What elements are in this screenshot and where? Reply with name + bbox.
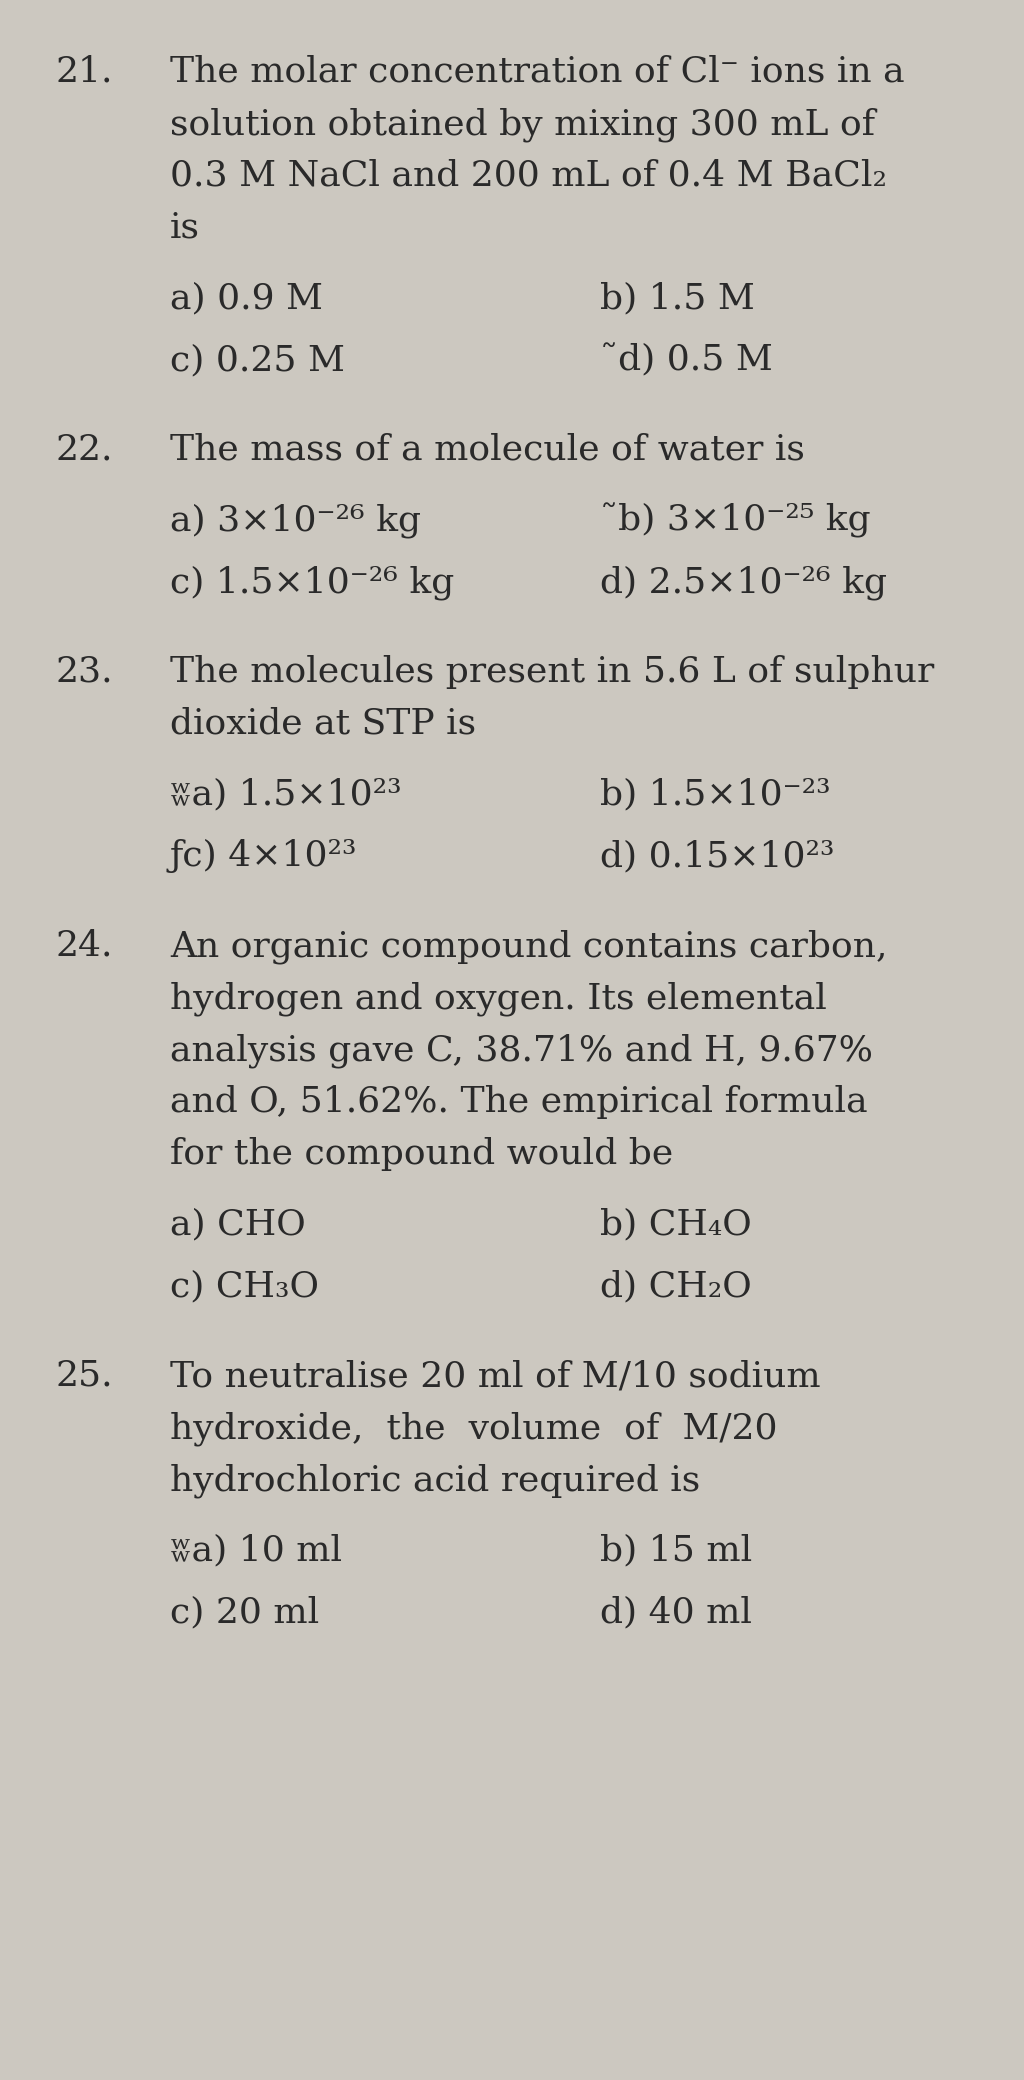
Text: An organic compound contains carbon,: An organic compound contains carbon, [170, 930, 888, 963]
Text: and O, 51.62%. The empirical formula: and O, 51.62%. The empirical formula [170, 1086, 867, 1119]
Text: is: is [170, 210, 200, 245]
Text: a) CHO: a) CHO [170, 1206, 306, 1242]
Text: c) 20 ml: c) 20 ml [170, 1595, 319, 1629]
Text: 22.: 22. [55, 433, 113, 468]
Text: 0.3 M NaCl and 200 mL of 0.4 M BaCl₂: 0.3 M NaCl and 200 mL of 0.4 M BaCl₂ [170, 158, 887, 193]
Text: analysis gave C, 38.71% and H, 9.67%: analysis gave C, 38.71% and H, 9.67% [170, 1034, 873, 1067]
Text: 21.: 21. [55, 54, 113, 89]
Text: hydroxide,  the  volume  of  M/20: hydroxide, the volume of M/20 [170, 1410, 777, 1446]
Text: c) 1.5×10⁻²⁶ kg: c) 1.5×10⁻²⁶ kg [170, 566, 455, 599]
Text: c) 0.25 M: c) 0.25 M [170, 343, 345, 376]
Text: The mass of a molecule of water is: The mass of a molecule of water is [170, 433, 805, 468]
Text: b) 1.5×10⁻²³: b) 1.5×10⁻²³ [600, 778, 830, 811]
Text: for the compound would be: for the compound would be [170, 1138, 673, 1171]
Text: hydrochloric acid required is: hydrochloric acid required is [170, 1462, 700, 1498]
Text: 25.: 25. [55, 1358, 113, 1394]
Text: ʬa) 1.5×10²³: ʬa) 1.5×10²³ [170, 778, 401, 811]
Text: The molecules present in 5.6 L of sulphur: The molecules present in 5.6 L of sulphu… [170, 655, 934, 688]
Text: d) 0.15×10²³: d) 0.15×10²³ [600, 838, 835, 874]
Text: a) 3×10⁻²⁶ kg: a) 3×10⁻²⁶ kg [170, 503, 421, 537]
Text: b) 15 ml: b) 15 ml [600, 1533, 753, 1566]
Text: d) 40 ml: d) 40 ml [600, 1595, 752, 1629]
Text: 24.: 24. [55, 930, 113, 963]
Text: ƒc) 4×10²³: ƒc) 4×10²³ [170, 838, 357, 874]
Text: To neutralise 20 ml of M/10 sodium: To neutralise 20 ml of M/10 sodium [170, 1358, 820, 1394]
Text: ʬa) 10 ml: ʬa) 10 ml [170, 1533, 342, 1566]
Text: d) CH₂O: d) CH₂O [600, 1269, 752, 1302]
Text: b) CH₄O: b) CH₄O [600, 1206, 752, 1242]
Text: hydrogen and oxygen. Its elemental: hydrogen and oxygen. Its elemental [170, 982, 826, 1015]
Text: d) 2.5×10⁻²⁶ kg: d) 2.5×10⁻²⁶ kg [600, 566, 887, 599]
Text: dioxide at STP is: dioxide at STP is [170, 707, 476, 740]
Text: 23.: 23. [55, 655, 113, 688]
Text: c) CH₃O: c) CH₃O [170, 1269, 319, 1302]
Text: a) 0.9 M: a) 0.9 M [170, 281, 323, 314]
Text: ˜b) 3×10⁻²⁵ kg: ˜b) 3×10⁻²⁵ kg [600, 503, 870, 539]
Text: b) 1.5 M: b) 1.5 M [600, 281, 755, 314]
Text: ˜d) 0.5 M: ˜d) 0.5 M [600, 343, 773, 376]
Text: solution obtained by mixing 300 mL of: solution obtained by mixing 300 mL of [170, 106, 876, 141]
Text: The molar concentration of Cl⁻ ions in a: The molar concentration of Cl⁻ ions in a [170, 54, 904, 89]
